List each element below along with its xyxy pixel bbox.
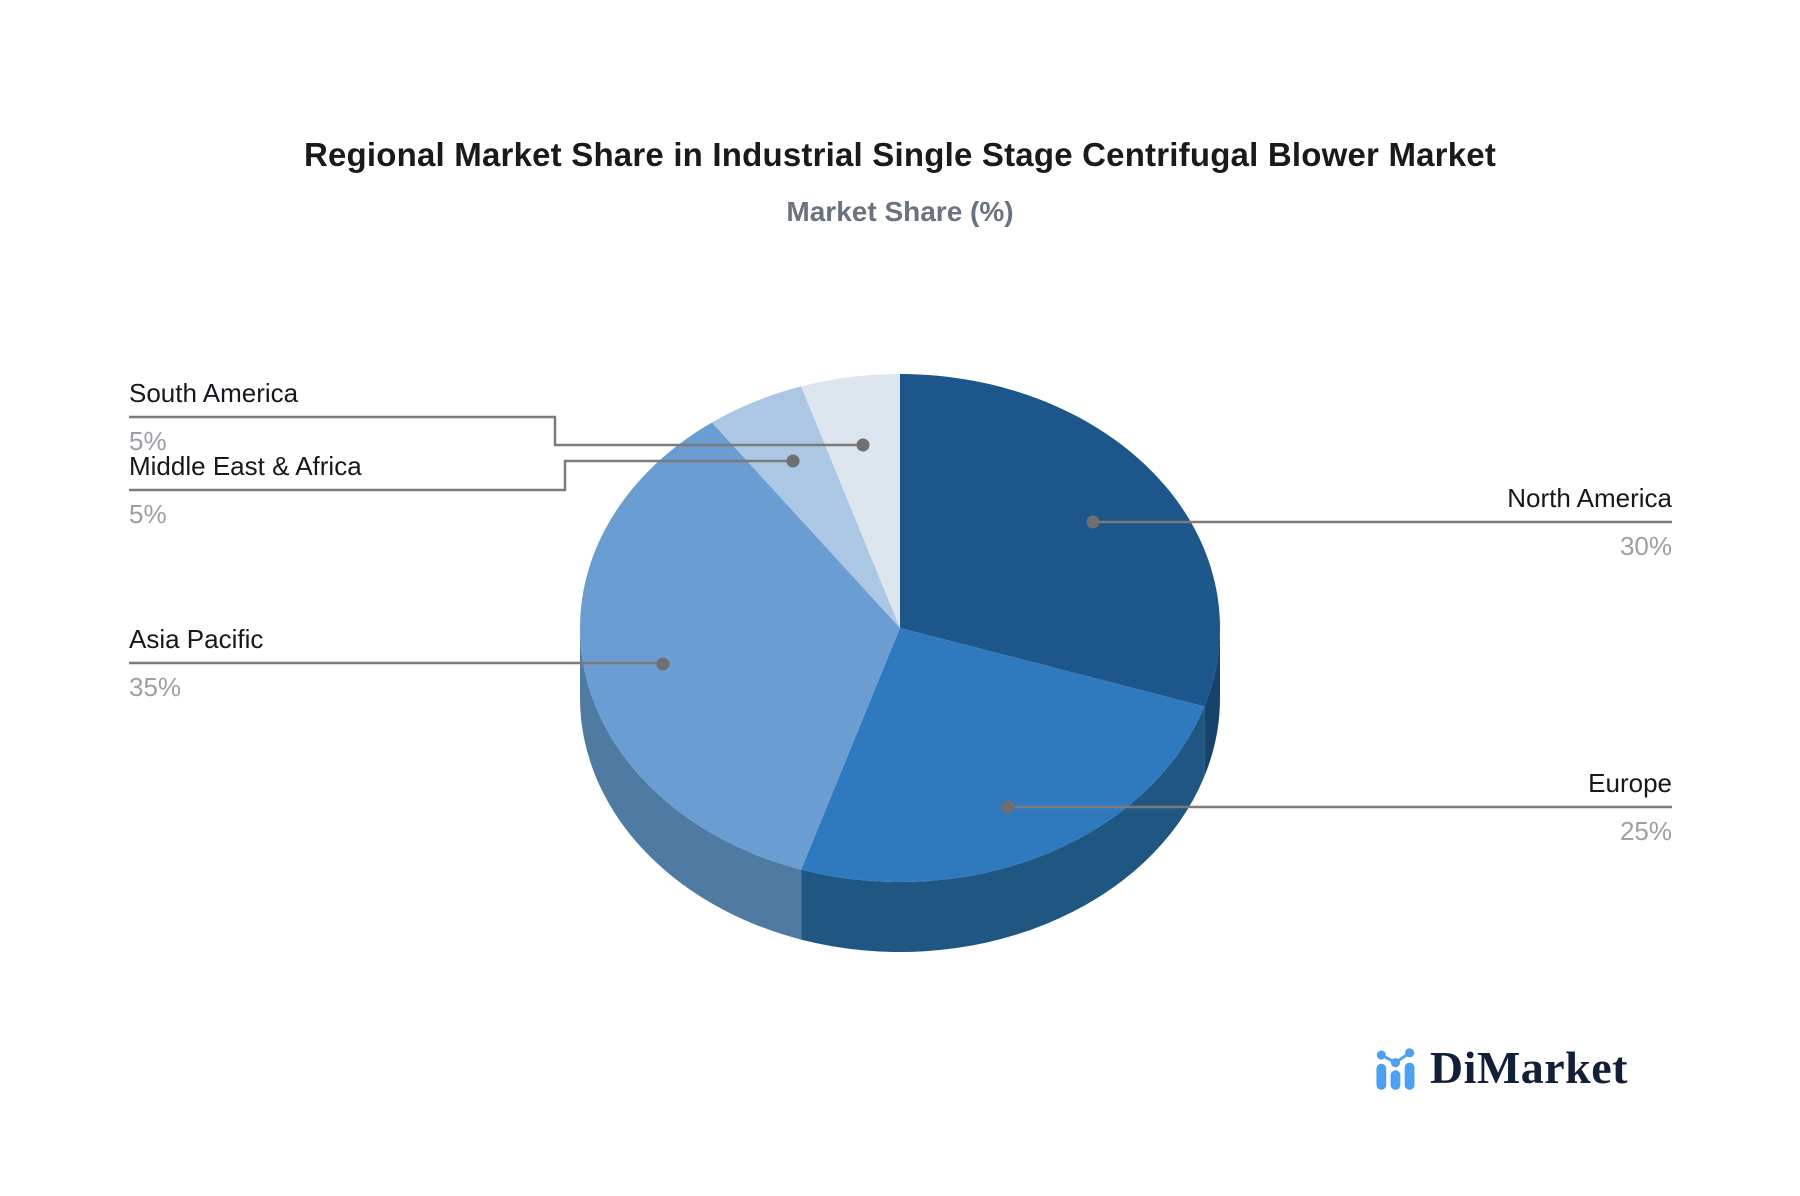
- logo-text: DiMarket: [1429, 1041, 1628, 1093]
- chart-subtitle: Market Share (%): [786, 196, 1014, 227]
- pie-slice-south-america[interactable]: [801, 374, 900, 628]
- pie-slice-europe[interactable]: [801, 628, 1205, 882]
- pie-slice-middle-east-africa[interactable]: [711, 386, 900, 628]
- pie-slice-side-asia-pacific[interactable]: [580, 628, 802, 940]
- pie-slice-side-north-america[interactable]: [1204, 628, 1220, 777]
- pie-slice-side-europe[interactable]: [801, 706, 1205, 953]
- callout-dot-south-america: [856, 438, 870, 452]
- pie-slice-north-america[interactable]: [900, 374, 1221, 707]
- callout-dot-asia-pacific: [656, 657, 670, 671]
- callout-line-south-america: [129, 415, 863, 447]
- chart-title: Regional Market Share in Industrial Sing…: [303, 136, 1497, 173]
- callout-dot-north-america: [1086, 515, 1100, 529]
- callout-line-middle-east-africa: [129, 459, 793, 492]
- dimarket-logo: DiMarket: [1372, 1038, 1628, 1096]
- callout-dot-middle-east-africa: [786, 454, 800, 468]
- pie-slice-asia-pacific[interactable]: [580, 422, 900, 870]
- callout-dot-europe: [1001, 800, 1015, 814]
- bar-line-chart-icon: [1376, 1048, 1415, 1090]
